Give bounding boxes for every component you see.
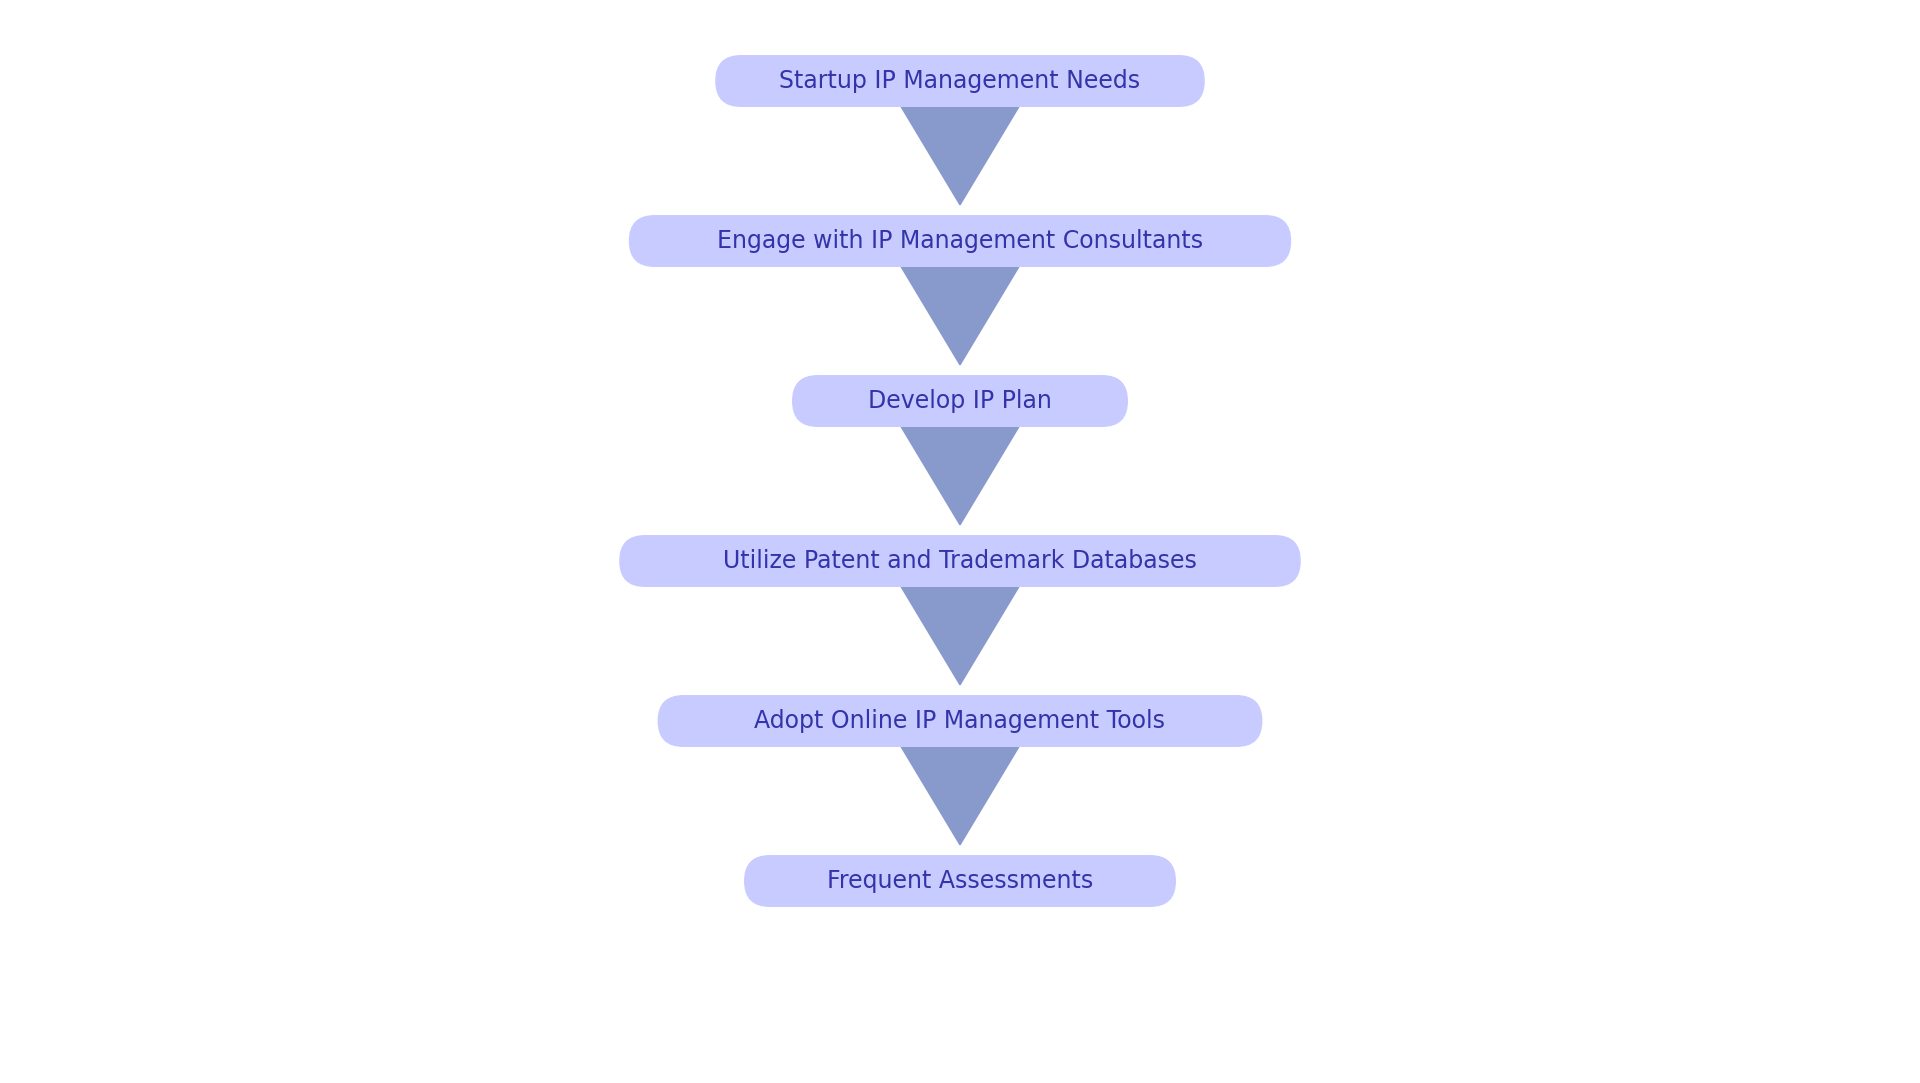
Text: Engage with IP Management Consultants: Engage with IP Management Consultants	[716, 229, 1204, 253]
FancyBboxPatch shape	[657, 695, 1263, 747]
Text: Utilize Patent and Trademark Databases: Utilize Patent and Trademark Databases	[724, 549, 1196, 573]
Text: Adopt Online IP Management Tools: Adopt Online IP Management Tools	[755, 709, 1165, 733]
Text: Frequent Assessments: Frequent Assessments	[828, 869, 1092, 893]
Text: Develop IP Plan: Develop IP Plan	[868, 389, 1052, 413]
FancyBboxPatch shape	[791, 375, 1129, 427]
FancyBboxPatch shape	[714, 55, 1206, 107]
FancyBboxPatch shape	[618, 535, 1302, 587]
Text: Startup IP Management Needs: Startup IP Management Needs	[780, 69, 1140, 93]
FancyBboxPatch shape	[628, 216, 1290, 268]
FancyBboxPatch shape	[745, 854, 1175, 906]
